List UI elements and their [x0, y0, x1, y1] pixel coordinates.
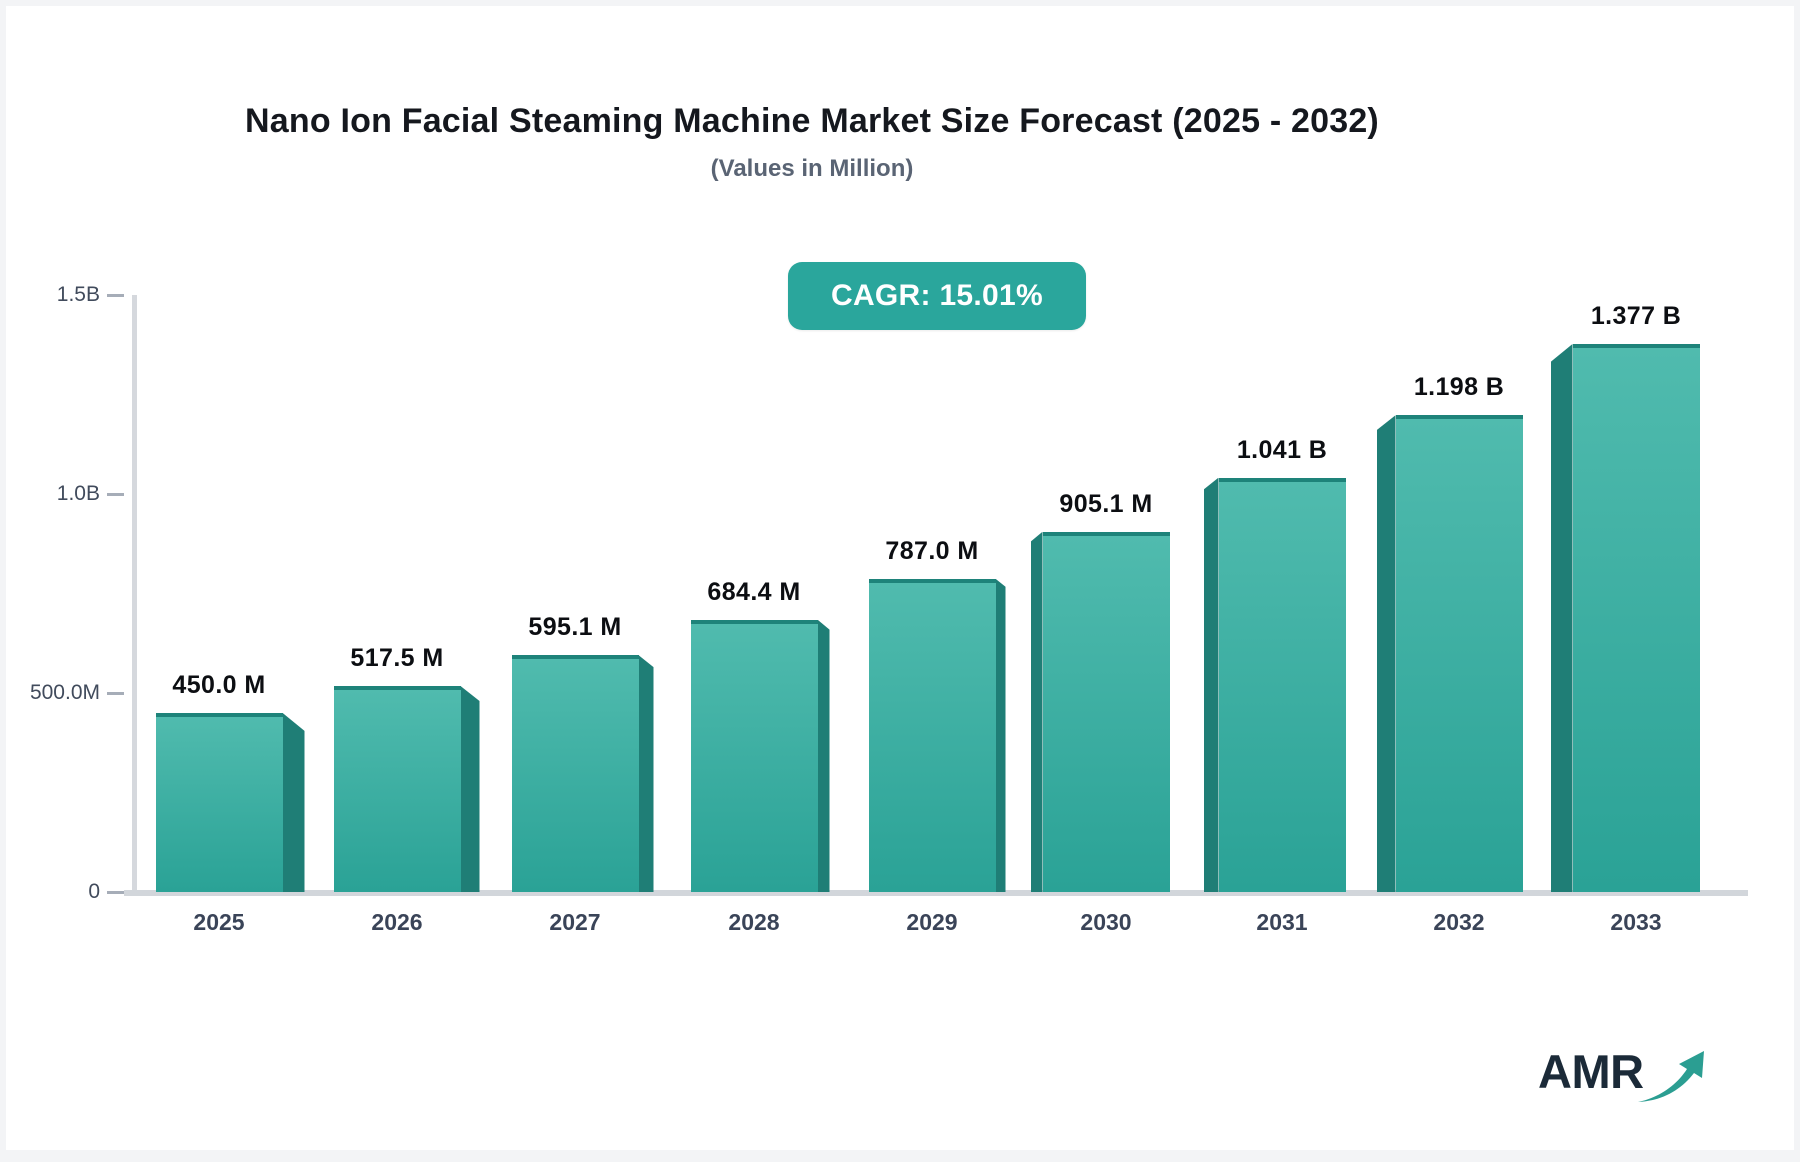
- bar-3d-side: [460, 686, 480, 892]
- y-tick-label: 500.0M: [29, 681, 100, 704]
- chart-title: Nano Ion Facial Steaming Machine Market …: [245, 102, 1379, 140]
- bar-3d-side: [1203, 477, 1219, 892]
- bar-3d-side: [1376, 415, 1396, 892]
- y-tick-dash: [107, 692, 124, 695]
- bar-value-label: 1.377 B: [1590, 301, 1682, 330]
- y-tick-label: 1.0B: [56, 482, 100, 505]
- bar-3d-side: [1030, 531, 1043, 892]
- chart-card: Nano Ion Facial Steaming Machine Market …: [6, 6, 1794, 1150]
- brand-logo-text: AMR: [1538, 1045, 1644, 1098]
- x-tick-label: 2030: [1080, 909, 1132, 935]
- y-tick-label: 0: [88, 880, 100, 903]
- x-tick-label: 2025: [193, 909, 245, 935]
- cagr-badge: CAGR: 15.01%: [788, 262, 1086, 330]
- bar: [1218, 477, 1346, 892]
- bar: [1042, 531, 1170, 892]
- x-tick-label: 2031: [1256, 909, 1308, 935]
- cagr-badge-label: CAGR: 15.01%: [830, 279, 1043, 312]
- bar: [868, 578, 996, 892]
- x-tick-label: 2032: [1433, 909, 1485, 935]
- bar: [155, 712, 283, 892]
- bar-chart-plot-area: 1.5B 1.0B 500.0M 0 450.0 M 2025 517.5 M 2026 595…: [6, 6, 1800, 1162]
- bar-value-label: 905.1 M: [1059, 489, 1153, 518]
- x-tick-label: 2033: [1610, 909, 1662, 935]
- bar-3d-side: [995, 578, 1006, 892]
- x-axis-baseline: [124, 890, 1748, 896]
- y-tick-dash: [107, 891, 124, 894]
- y-tick-dash: [107, 294, 124, 297]
- bar: [511, 655, 639, 892]
- bar-3d-side: [638, 655, 654, 892]
- y-tick-dash: [107, 493, 124, 496]
- y-axis-line: [132, 295, 137, 890]
- bar: [1572, 343, 1700, 892]
- bar-value-label: 1.198 B: [1413, 373, 1505, 402]
- y-tick-label: 1.5B: [56, 283, 100, 306]
- bar-value-label: 1.041 B: [1236, 435, 1328, 464]
- x-tick-label: 2026: [371, 909, 423, 935]
- x-tick-label: 2027: [549, 909, 601, 935]
- bar: [690, 619, 818, 892]
- trend-up-arrow-icon: [1637, 1051, 1704, 1102]
- brand-logo: AMR: [1538, 1042, 1710, 1108]
- bar-3d-side: [282, 712, 305, 892]
- bar-3d-side: [817, 619, 830, 892]
- bar-value-label: 517.5 M: [350, 644, 444, 673]
- x-tick-label: 2029: [906, 909, 958, 935]
- bar-value-label: 450.0 M: [172, 670, 266, 699]
- bar-3d-side: [1550, 343, 1573, 892]
- bar-value-label: 684.4 M: [707, 577, 801, 606]
- bar: [333, 686, 461, 892]
- chart-subtitle: (Values in Million): [710, 155, 914, 182]
- bar-value-label: 787.0 M: [885, 536, 979, 565]
- bar-value-label: 595.1 M: [528, 613, 622, 642]
- bar: [1395, 415, 1523, 892]
- x-tick-label: 2028: [728, 909, 780, 935]
